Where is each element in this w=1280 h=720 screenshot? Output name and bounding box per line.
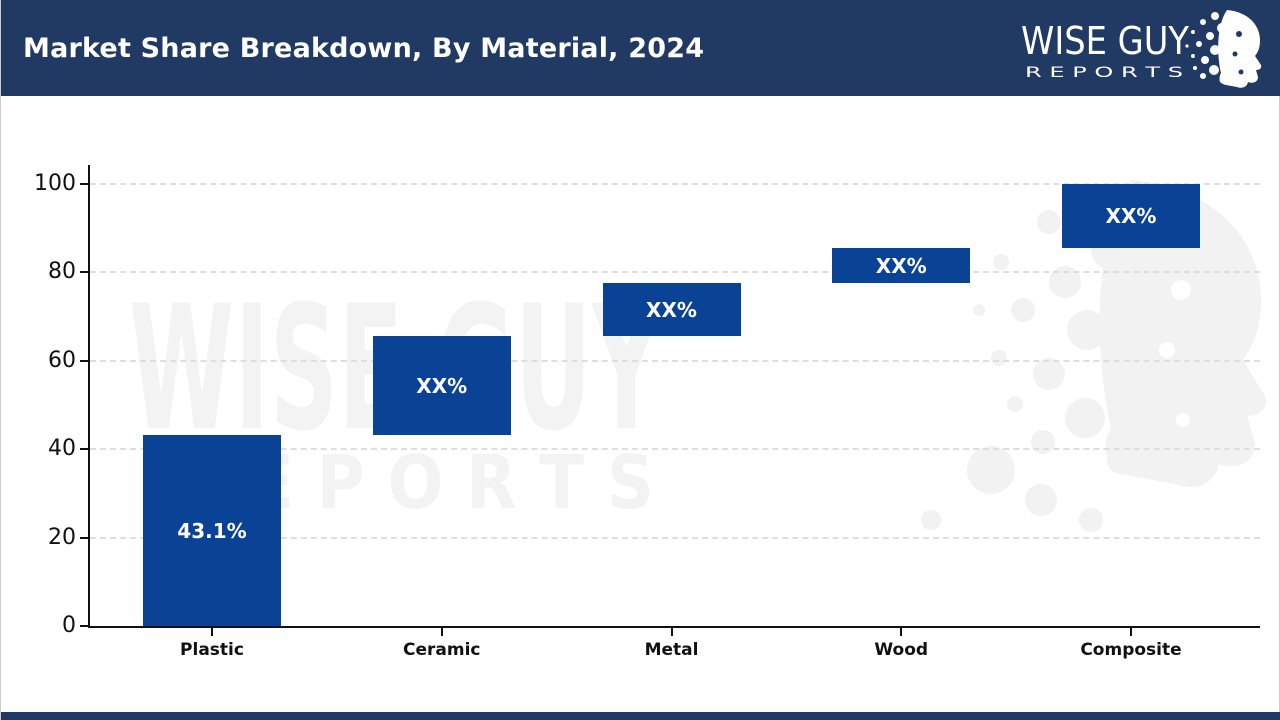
y-tick [80,536,88,539]
logo-subtext: R E P O R T S [1025,65,1183,81]
y-tick [80,183,88,185]
y-tick [80,359,88,362]
bar-value-label: XX% [416,373,468,398]
y-tick [80,271,88,274]
footer-bar [1,712,1280,720]
bar-value-label: 43.1% [177,518,247,543]
x-tick [670,628,673,636]
x-category-label: Wood [874,640,929,660]
bar-value-label: XX% [1105,204,1157,229]
bar-value-label: XX% [875,253,927,278]
x-tick [440,628,443,636]
y-gridline [90,448,1260,451]
y-tick-label: 60 [48,347,76,373]
x-category-label: Composite [1080,640,1182,660]
x-category-label: Plastic [180,640,244,660]
y-tick [80,448,88,451]
y-tick-label: 100 [34,171,76,196]
bar-value-label: XX% [646,297,697,322]
y-tick-label: 40 [48,436,76,462]
x-tick [900,628,903,636]
x-category-label: Ceramic [403,640,481,660]
bar-wood: XX% [832,248,971,284]
y-gridline [90,271,1260,274]
y-tick-label: 20 [48,524,76,550]
logo-wordmark: WISE GUY [1021,19,1190,63]
y-tick-label: 80 [48,259,76,285]
wise-guy-logo: WISE GUY R E P O R T S [1021,10,1262,88]
x-tick [211,628,213,636]
y-gridline [90,536,1260,539]
x-axis-line [88,626,1260,628]
bar-plastic: 43.1% [143,435,281,626]
y-tick-label: 0 [62,613,76,638]
bar-ceramic: XX% [372,336,511,436]
x-category-label: Metal [644,640,699,660]
y-axis-line [88,165,90,628]
header-bar: Market Share Breakdown, By Material, 202… [1,0,1280,96]
y-gridline [90,359,1260,362]
bar-metal: XX% [602,283,741,337]
page-title: Market Share Breakdown, By Material, 202… [23,32,705,64]
y-gridline [90,183,1260,185]
x-tick [1130,628,1132,636]
logo-head-icon [1185,10,1262,88]
y-tick [80,625,88,627]
bar-composite: XX% [1062,184,1200,249]
